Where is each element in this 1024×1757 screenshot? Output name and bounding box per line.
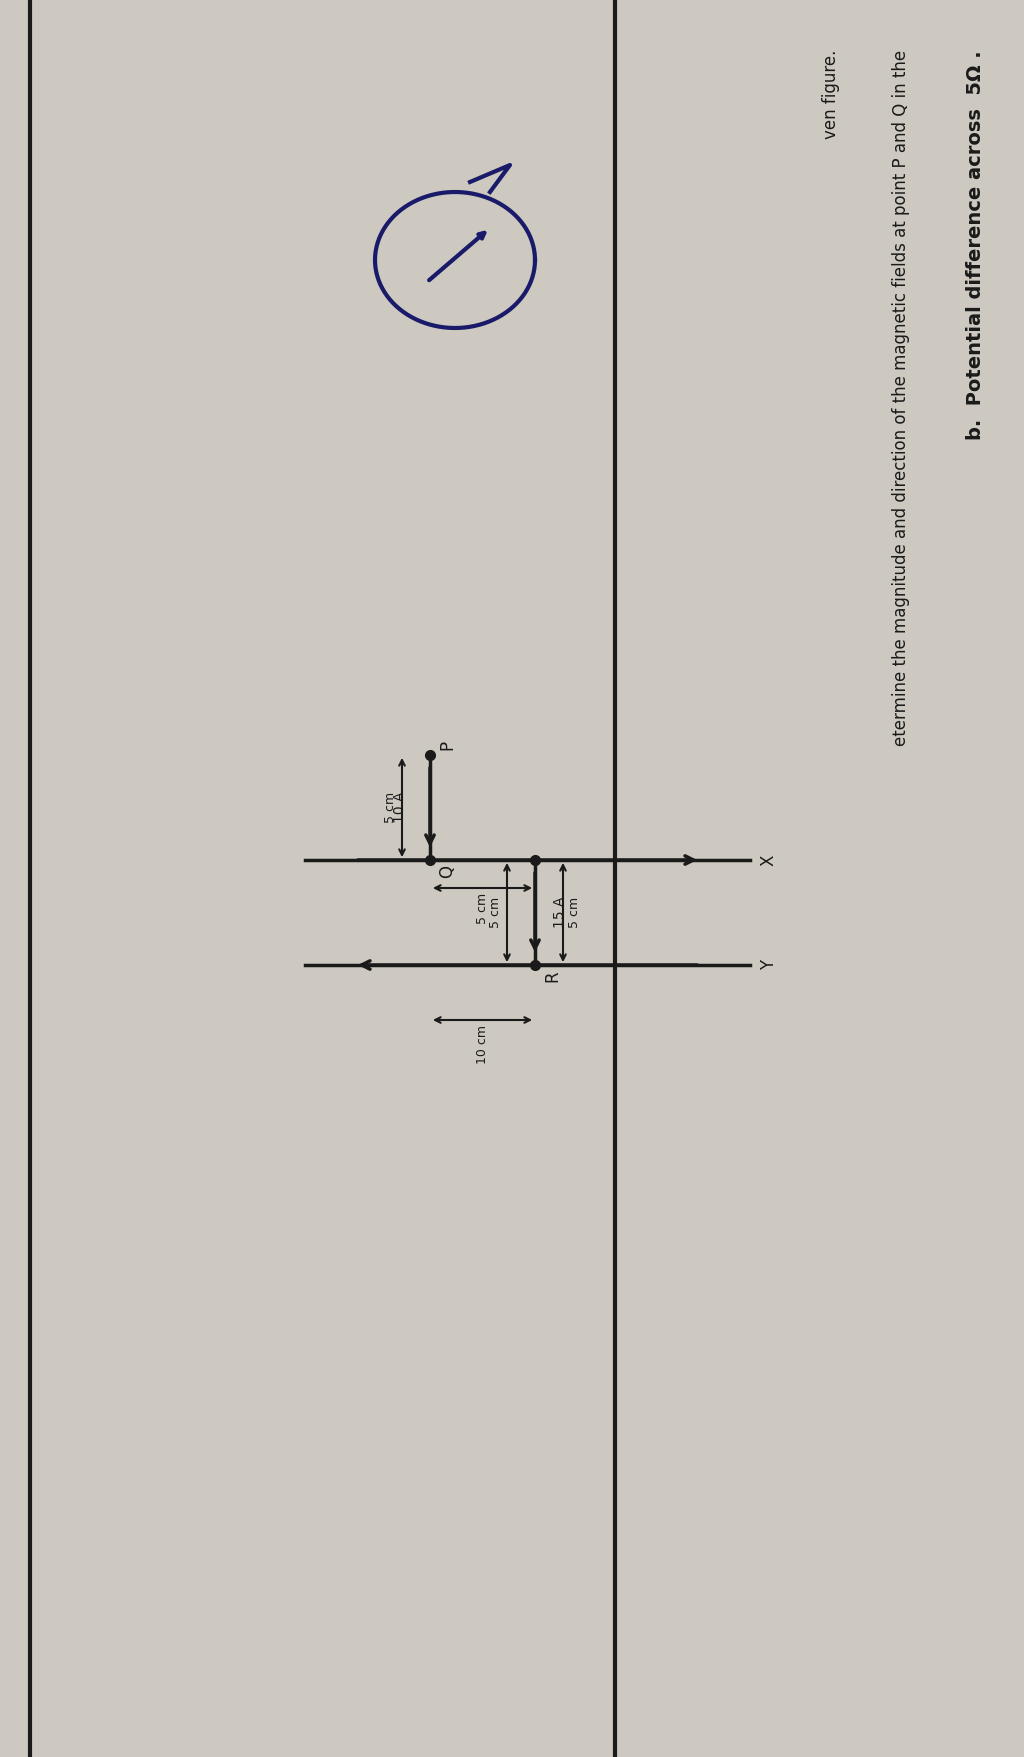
Text: 10 cm: 10 cm [476, 1024, 489, 1065]
Text: 5 cm: 5 cm [568, 896, 581, 928]
Text: 5 cm: 5 cm [489, 896, 502, 928]
Text: 15 A: 15 A [553, 896, 567, 928]
Text: ven figure.: ven figure. [822, 49, 840, 139]
Text: 5 cm: 5 cm [476, 893, 489, 924]
Text: X: X [760, 854, 778, 866]
Text: R: R [543, 970, 561, 982]
Text: 10 A: 10 A [393, 792, 407, 824]
Text: etermine the magnitude and direction of the magnetic fields at point P and Q in : etermine the magnitude and direction of … [892, 49, 910, 747]
Text: Y: Y [760, 959, 778, 970]
Text: 5 cm: 5 cm [384, 792, 397, 822]
Text: Q: Q [438, 864, 456, 878]
Text: b.  Potential difference across  5Ω .: b. Potential difference across 5Ω . [966, 49, 985, 439]
Text: P: P [438, 740, 456, 750]
